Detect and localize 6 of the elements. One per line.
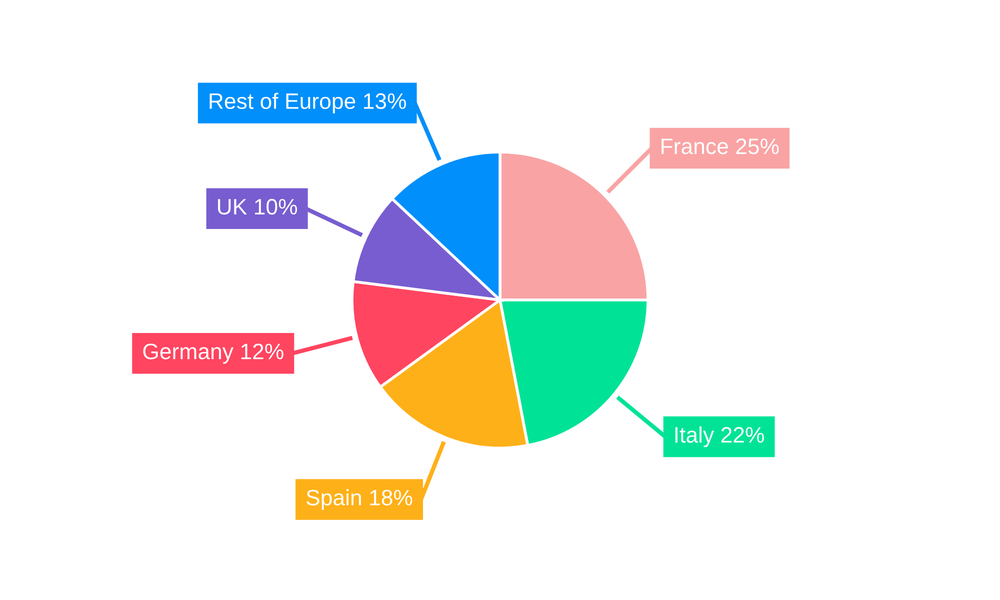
slice-label: Spain 18% [306, 489, 412, 510]
slice-label: UK 10% [218, 198, 298, 215]
slice-label: Italy 22% [675, 426, 764, 448]
slice-label: France 25% [662, 138, 779, 154]
slice-label: Germany 12% [143, 344, 284, 364]
slice-label: Rest of Europe 13% [210, 92, 406, 114]
